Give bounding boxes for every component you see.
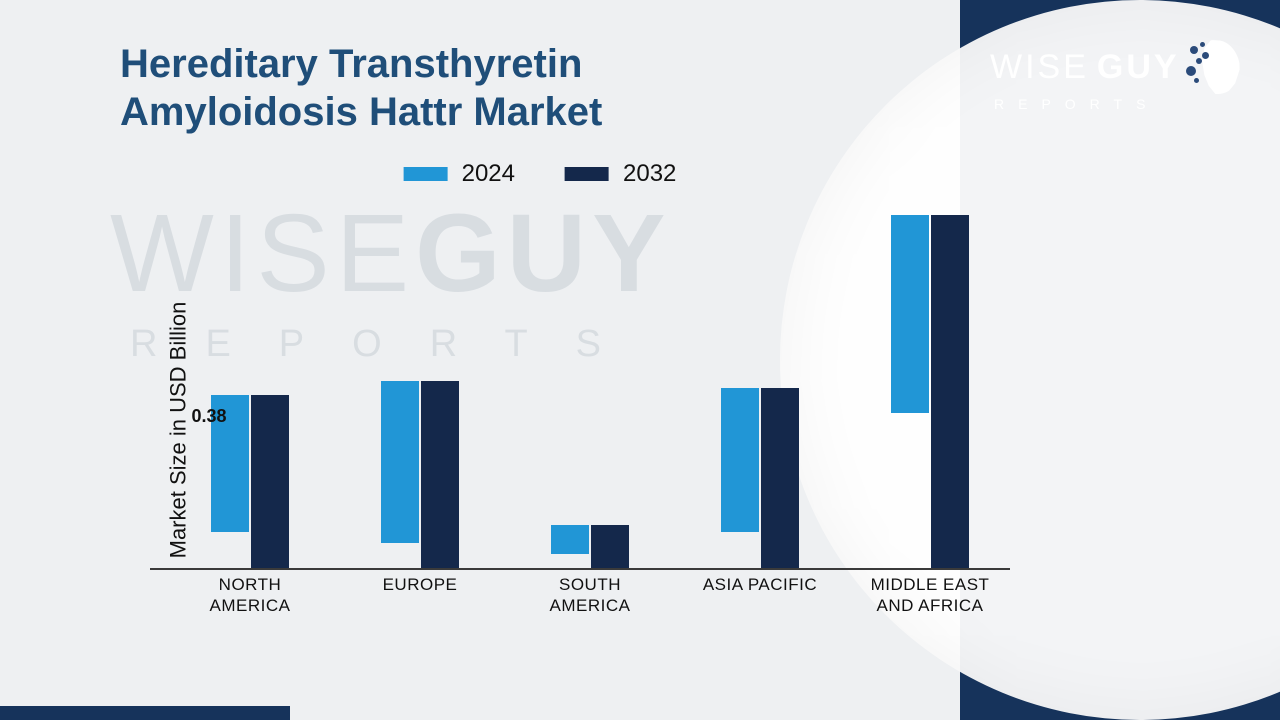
bar-2032 — [761, 388, 799, 568]
legend-item-2032: 2032 — [565, 160, 676, 188]
brand-logo: WISE GUY REPORTS — [990, 40, 1250, 112]
x-axis-labels: NORTH AMERICA EUROPE SOUTH AMERICA ASIA PAC… — [150, 574, 1010, 694]
bar-2032 — [591, 525, 629, 568]
plot-area: 0.38 — [150, 210, 1010, 570]
brand-text-wise: WISE — [990, 48, 1089, 87]
bar-2024 — [891, 215, 929, 413]
bar-2024 — [551, 525, 589, 554]
bar-2032 — [421, 381, 459, 568]
bar-group — [700, 388, 820, 568]
x-axis-label: SOUTH AMERICA — [530, 574, 650, 617]
legend: 2024 2032 — [404, 160, 677, 188]
brand-text-reports: REPORTS — [990, 96, 1250, 112]
brand-text-guy: GUY — [1097, 48, 1180, 87]
legend-swatch-2024 — [404, 167, 448, 181]
bar-2024 — [721, 388, 759, 532]
chart-title: Hereditary Transthyretin Amyloidosis Hat… — [120, 40, 740, 136]
bar-2024 — [381, 381, 419, 543]
legend-item-2024: 2024 — [404, 160, 515, 188]
x-axis-label: EUROPE — [360, 574, 480, 595]
chart-area: Market Size in USD Billion 2024 2032 0.3… — [60, 160, 1020, 700]
legend-label-2024: 2024 — [462, 160, 515, 188]
legend-swatch-2032 — [565, 167, 609, 181]
brand-head-icon — [1186, 40, 1240, 94]
bar-value-label: 0.38 — [179, 406, 239, 427]
x-axis-label: ASIA PACIFIC — [700, 574, 820, 595]
x-axis-label: NORTH AMERICA — [190, 574, 310, 617]
chart-stage: WISE GUY REPORTS Hereditary Transthyreti… — [0, 0, 1280, 720]
bar-2032 — [931, 215, 969, 568]
legend-label-2032: 2032 — [623, 160, 676, 188]
bar-group — [870, 215, 990, 568]
bar-group — [360, 381, 480, 568]
bar-group — [530, 525, 650, 568]
bottom-strip — [0, 706, 290, 720]
x-axis-label: MIDDLE EAST AND AFRICA — [870, 574, 990, 617]
bar-2032 — [251, 395, 289, 568]
